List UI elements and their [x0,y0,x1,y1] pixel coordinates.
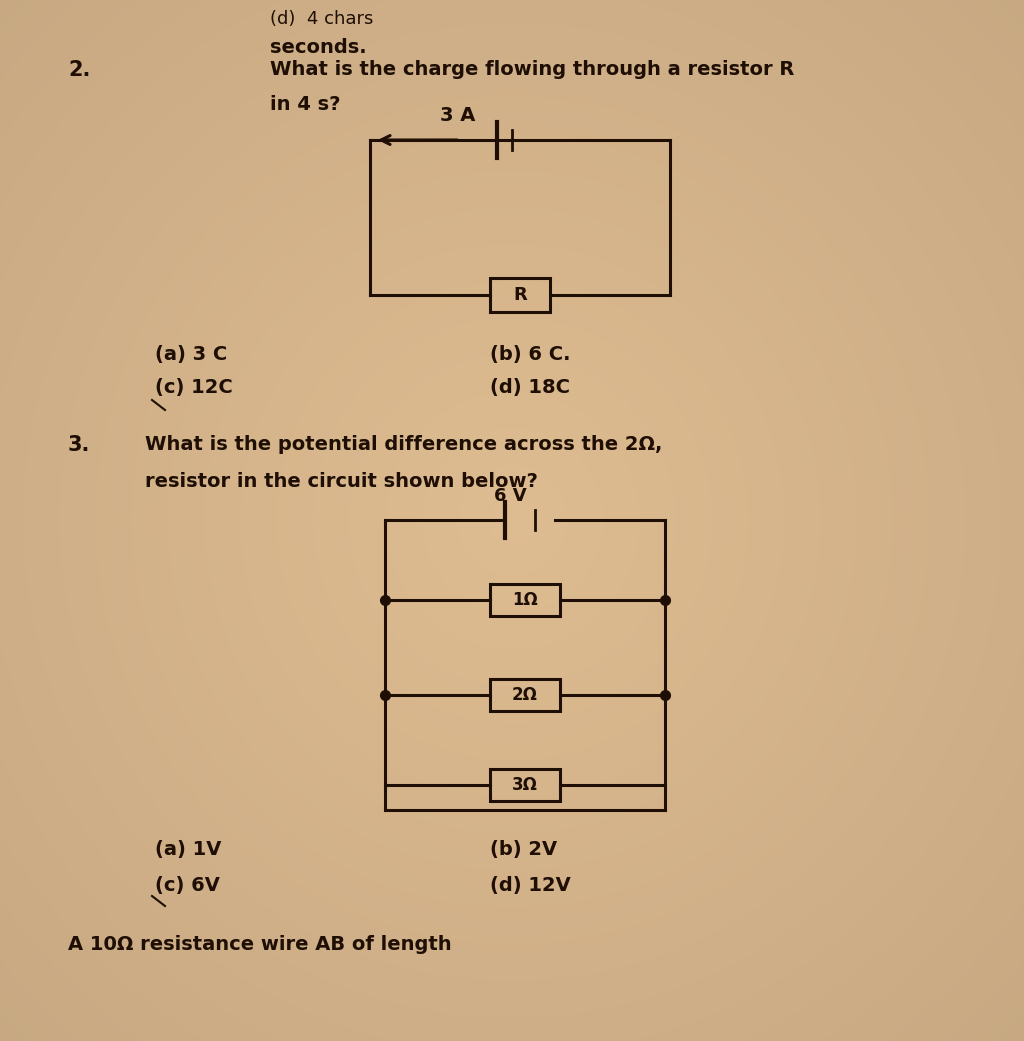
Text: R: R [513,286,527,304]
Text: 1Ω: 1Ω [512,591,538,609]
Text: (c) 6V: (c) 6V [155,875,220,895]
Text: 6 V: 6 V [494,487,526,505]
Text: (b) 2V: (b) 2V [490,840,557,859]
Text: What is the charge flowing through a resistor R: What is the charge flowing through a res… [270,60,795,79]
Bar [490,769,560,801]
Bar [490,679,560,711]
Text: seconds.: seconds. [270,39,367,57]
Text: 3 A: 3 A [440,106,475,125]
Text: 3.: 3. [68,435,90,455]
Bar [490,278,550,312]
Text: resistor in the circuit shown below?: resistor in the circuit shown below? [145,472,538,491]
Text: (d) 18C: (d) 18C [490,378,570,397]
Text: (b) 6 C.: (b) 6 C. [490,345,570,364]
Text: What is the potential difference across the 2Ω,: What is the potential difference across … [145,435,663,454]
Bar [490,584,560,616]
Text: 2Ω: 2Ω [512,686,538,704]
Text: A 10Ω resistance wire AB of length: A 10Ω resistance wire AB of length [68,935,452,954]
Text: (d)  4 chars: (d) 4 chars [270,10,374,28]
Text: (d) 12V: (d) 12V [490,875,570,895]
Text: 2.: 2. [68,60,90,80]
Text: in 4 s?: in 4 s? [270,95,341,115]
Text: (c) 12C: (c) 12C [155,378,232,397]
Text: (a) 1V: (a) 1V [155,840,221,859]
Text: (a) 3 C: (a) 3 C [155,345,227,364]
Text: 3Ω: 3Ω [512,776,538,794]
